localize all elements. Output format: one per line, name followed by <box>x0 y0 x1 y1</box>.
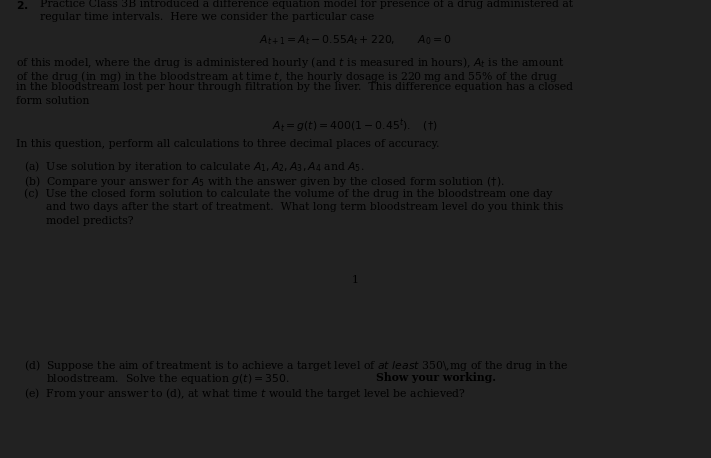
Text: Practice Class 3B introduced a difference equation model for presence of a drug : Practice Class 3B introduced a differenc… <box>40 0 573 9</box>
Text: (d)  Suppose the aim of treatment is to achieve a target level of $\it{at\ least: (d) Suppose the aim of treatment is to a… <box>24 358 568 373</box>
Text: of this model, where the drug is administered hourly (and $t$ is measured in hou: of this model, where the drug is adminis… <box>16 55 565 70</box>
Text: form solution: form solution <box>16 96 90 106</box>
Text: $A_t = g(t) = 400(1 - 0.45^t). \quad (\dagger)$: $A_t = g(t) = 400(1 - 0.45^t). \quad (\d… <box>272 117 438 135</box>
Text: (a)  Use solution by iteration to calculate $A_1, A_2, A_3, A_4$ and $A_5$.: (a) Use solution by iteration to calcula… <box>24 159 365 174</box>
Text: bloodstream.  Solve the equation $g(t) = 350$.: bloodstream. Solve the equation $g(t) = … <box>46 371 294 386</box>
Text: In this question, perform all calculations to three decimal places of accuracy.: In this question, perform all calculatio… <box>16 139 439 149</box>
Text: regular time intervals.  Here we consider the particular case: regular time intervals. Here we consider… <box>40 12 374 22</box>
Text: $\mathbf{2.}$: $\mathbf{2.}$ <box>16 0 28 11</box>
Text: of the drug (in mg) in the bloodstream at time $t$, the hourly dosage is 220 mg : of the drug (in mg) in the bloodstream a… <box>16 69 558 84</box>
Text: (e)  From your answer to (d), at what time $t$ would the target level be achieve: (e) From your answer to (d), at what tim… <box>24 387 466 401</box>
Text: (b)  Compare your answer for $A_5$ with the answer given by the closed form solu: (b) Compare your answer for $A_5$ with t… <box>24 174 505 189</box>
Text: and two days after the start of treatment.  What long term bloodstream level do : and two days after the start of treatmen… <box>46 202 563 212</box>
Text: Show your working.: Show your working. <box>376 371 496 382</box>
Text: $A_{t+1} = A_t - 0.55A_t + 220, \qquad A_0 = 0$: $A_{t+1} = A_t - 0.55A_t + 220, \qquad A… <box>259 33 451 47</box>
Text: in the bloodstream lost per hour through filtration by the liver.  This differen: in the bloodstream lost per hour through… <box>16 82 573 92</box>
Text: 1: 1 <box>351 275 358 285</box>
Text: (c)  Use the closed form solution to calculate the volume of the drug in the blo: (c) Use the closed form solution to calc… <box>24 189 552 199</box>
Text: model predicts?: model predicts? <box>46 216 134 226</box>
